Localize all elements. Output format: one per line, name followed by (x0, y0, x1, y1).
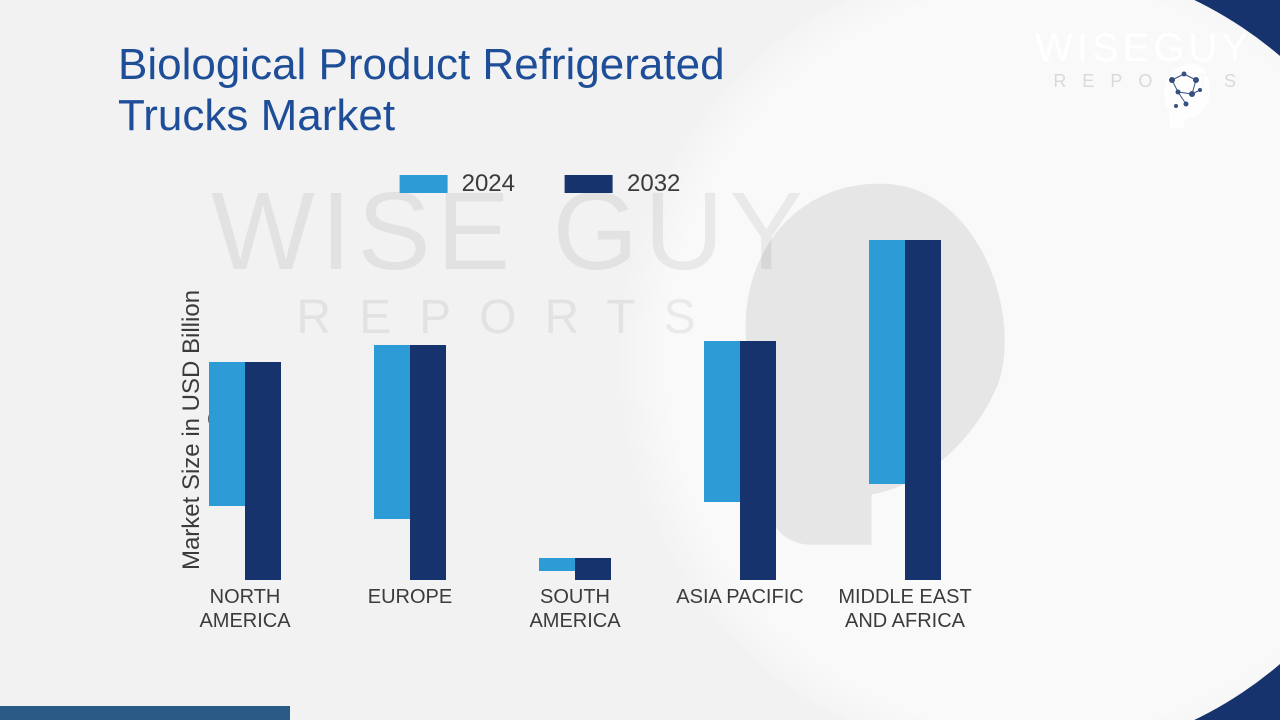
legend-item-2032: 2032 (565, 170, 680, 198)
bar (245, 362, 281, 580)
bar (410, 345, 446, 580)
bar (374, 345, 410, 519)
bar-chart: Market Size in USD Billion 2024 2032 0.3… (100, 170, 980, 690)
legend-label-2024: 2024 (462, 170, 515, 198)
legend: 2024 2032 (400, 170, 681, 198)
bar-group (539, 558, 611, 580)
brand-panel (960, 0, 1280, 720)
x-axis-label: EUROPE (335, 585, 485, 609)
bar (704, 341, 740, 502)
footer-accent-bar (0, 706, 290, 720)
legend-swatch-2032 (565, 175, 613, 193)
x-axis-label: MIDDLE EAST AND AFRICA (830, 585, 980, 633)
page-title: Biological Product Refrigerated Trucks M… (118, 40, 778, 141)
bar (905, 240, 941, 580)
x-axis-label: SOUTH AMERICA (500, 585, 650, 633)
legend-item-2024: 2024 (400, 170, 515, 198)
legend-label-2032: 2032 (627, 170, 680, 198)
canvas: WISEGUY REPORTS Biological Product Refri… (0, 0, 1280, 720)
bar (869, 240, 905, 484)
bar-group (374, 345, 446, 580)
x-axis-label: ASIA PACIFIC (665, 585, 815, 609)
bar (575, 558, 611, 580)
bar-group (704, 341, 776, 580)
bar (209, 362, 245, 506)
brand-dots-icon (1152, 60, 1222, 130)
bar-group (869, 240, 941, 580)
bar (740, 341, 776, 580)
legend-swatch-2024 (400, 175, 448, 193)
brand-word-1: WISE (1035, 26, 1153, 70)
bar (539, 558, 575, 571)
brand-logo: WISEGUY REPORTS (982, 28, 1252, 90)
bar-group (209, 362, 281, 580)
x-axis-labels: NORTH AMERICA EUROPE SOUTH AMERICA ASIA PAC… (150, 585, 970, 685)
x-axis-label: NORTH AMERICA (170, 585, 320, 633)
plot-area: 0.33 (150, 210, 970, 580)
